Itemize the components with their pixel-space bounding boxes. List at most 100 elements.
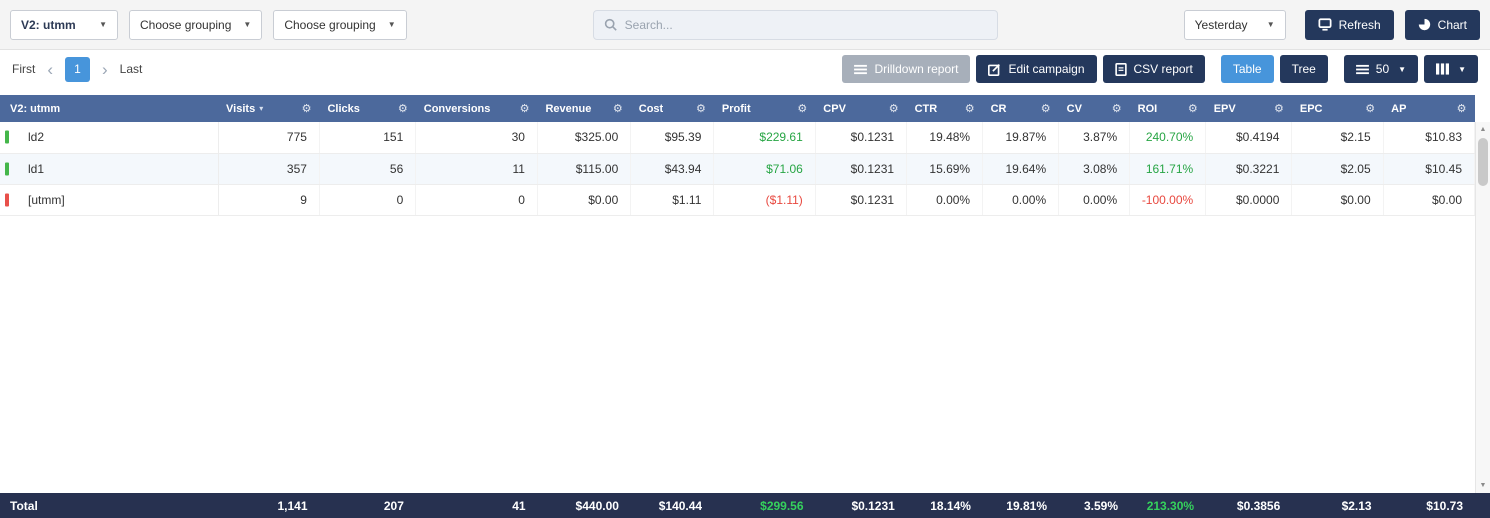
tree-toggle-label: Tree [1291,62,1316,76]
column-header-profit[interactable]: Profit ⚙ [713,95,816,122]
columns-dropdown[interactable]: ▼ [1424,55,1478,83]
cell-cr: 19.87% [982,122,1060,154]
total-cell-ap: $10.73 [1426,498,1463,513]
total-cell-revenue: $440.00 [575,498,619,513]
chevron-down-icon: ▼ [1398,64,1407,74]
drilldown-report-button[interactable]: Drilldown report [842,55,971,83]
grouping-dropdown-2[interactable]: Choose grouping ▼ [273,9,407,40]
column-label: Conversions [423,102,491,115]
column-settings-gear-icon[interactable]: ⚙ [397,103,408,115]
pagination-first[interactable]: First [12,62,36,76]
column-settings-gear-icon[interactable]: ⚙ [519,103,530,115]
scrollbar-thumb[interactable] [1478,138,1488,186]
row-name-cell: ld1 [0,153,219,185]
column-settings-gear-icon[interactable]: ⚙ [1040,103,1051,115]
column-label: CPV [823,102,846,115]
column-header-cv[interactable]: CV ⚙ [1058,95,1130,122]
column-settings-gear-icon[interactable]: ⚙ [1456,103,1467,115]
column-settings-gear-icon[interactable]: ⚙ [1365,103,1376,115]
status-indicator [5,130,9,144]
table-view-toggle[interactable]: Table [1220,55,1274,83]
column-header-roi[interactable]: ROI ⚙ [1129,95,1206,122]
pagination: First ‹ 1 › Last [12,56,143,82]
column-settings-gear-icon[interactable]: ⚙ [612,103,623,115]
column-header-name[interactable]: V2: utmm [0,95,219,122]
grouping-dropdown-1[interactable]: Choose grouping ▼ [129,9,263,40]
column-label: Visits [226,102,256,115]
refresh-button[interactable]: Refresh [1304,9,1394,40]
chevron-right-icon[interactable]: › [102,59,108,79]
column-label: Revenue [545,102,592,115]
column-settings-gear-icon[interactable]: ⚙ [797,103,808,115]
cell-cost: $43.94 [630,153,715,185]
date-range-value: Yesterday [1194,17,1248,32]
cell-visits: 9 [218,184,320,216]
column-header-ctr[interactable]: CTR ⚙ [906,95,983,122]
column-header-revenue[interactable]: Revenue ⚙ [537,95,631,122]
table-body: ld2 775 151 30 $325.00 $95.39 $229.61 $0.1231 19… [0,122,1476,216]
cell-epv: $0.4194 [1205,122,1293,154]
csv-report-label: CSV report [1133,62,1193,76]
column-header-cr[interactable]: CR ⚙ [982,95,1059,122]
cell-conversions: 30 [415,122,538,154]
tree-view-toggle[interactable]: Tree [1279,55,1328,83]
column-settings-gear-icon[interactable]: ⚙ [888,103,899,115]
column-settings-gear-icon[interactable]: ⚙ [1111,103,1122,115]
chart-button[interactable]: Chart [1404,9,1480,40]
cell-cost: $95.39 [630,122,715,154]
column-settings-gear-icon[interactable]: ⚙ [301,103,312,115]
column-header-epc[interactable]: EPC ⚙ [1291,95,1384,122]
cell-clicks: 151 [319,122,417,154]
column-header-epv[interactable]: EPV ⚙ [1205,95,1292,122]
cell-cpv: $0.1231 [815,122,908,154]
date-range-dropdown[interactable]: Yesterday ▼ [1183,9,1286,40]
cell-revenue: $0.00 [537,184,632,216]
column-label: EPC [1299,102,1323,115]
row-name-cell: ld2 [0,122,219,154]
table-row[interactable]: [utmm] 9 0 0 $0.00 $1.11 ($1.11) $0.1231 0.00% 0.… [0,184,1476,216]
column-label: ROI [1137,102,1158,115]
row-name-cell: [utmm] [0,184,219,216]
column-header-clicks[interactable]: Clicks ⚙ [319,95,416,122]
vertical-scrollbar[interactable]: ▲ ▼ [1475,122,1490,493]
campaign-dropdown[interactable]: V2: utmm ▼ [10,9,118,40]
total-cell-profit: $299.56 [760,498,804,513]
column-label: CR [990,102,1007,115]
cell-ap: $10.45 [1383,153,1476,185]
column-header-ap[interactable]: AP ⚙ [1383,95,1475,122]
column-header-cost[interactable]: Cost ⚙ [630,95,714,122]
column-settings-gear-icon[interactable]: ⚙ [696,103,706,115]
csv-report-button[interactable]: CSV report [1102,55,1205,83]
rows-per-page-dropdown[interactable]: 50 ▼ [1343,55,1419,83]
row-name: ld1 [28,161,45,176]
column-header-conversions[interactable]: Conversions ⚙ [415,95,538,122]
column-header-cpv[interactable]: CPV ⚙ [815,95,907,122]
columns-icon [1436,63,1450,75]
scroll-down-icon[interactable]: ▼ [1479,482,1487,489]
total-label: Total [10,498,38,513]
chevron-left-icon[interactable]: ‹ [47,59,53,79]
column-header-visits[interactable]: Visits ▾ ⚙ [218,95,320,122]
column-settings-gear-icon[interactable]: ⚙ [1274,103,1284,115]
table-row[interactable]: ld2 775 151 30 $325.00 $95.39 $229.61 $0.1231 19… [0,122,1476,154]
pagination-last[interactable]: Last [119,62,143,76]
column-settings-gear-icon[interactable]: ⚙ [1187,103,1198,115]
edit-campaign-button[interactable]: Edit campaign [976,55,1097,83]
search-input[interactable] [624,17,987,32]
report-table: V2: utmm Visits ▾ ⚙ Clicks ⚙ Conversions ⚙ Reve… [0,95,1476,216]
cell-cr: 0.00% [982,184,1060,216]
total-cell-epc: $2.13 [1341,498,1372,513]
drilldown-report-label: Drilldown report [874,62,959,76]
cell-revenue: $325.00 [537,122,632,154]
cell-cv: 3.87% [1058,122,1131,154]
table-toggle-label: Table [1232,62,1262,76]
status-indicator [5,193,9,206]
column-settings-gear-icon[interactable]: ⚙ [964,103,975,115]
totals-table: Total 1,141 207 41 $440.00 $140.44 $299.56 $0.… [0,493,1475,518]
pagination-page-1[interactable]: 1 [65,56,90,82]
scroll-up-icon[interactable]: ▲ [1479,126,1487,133]
table-row[interactable]: ld1 357 56 11 $115.00 $43.94 $71.06 $0.1231 15.6… [0,153,1476,185]
edit-campaign-label: Edit campaign [1008,62,1085,76]
column-label: Cost [638,102,664,115]
cell-roi: 161.71% [1129,153,1207,185]
